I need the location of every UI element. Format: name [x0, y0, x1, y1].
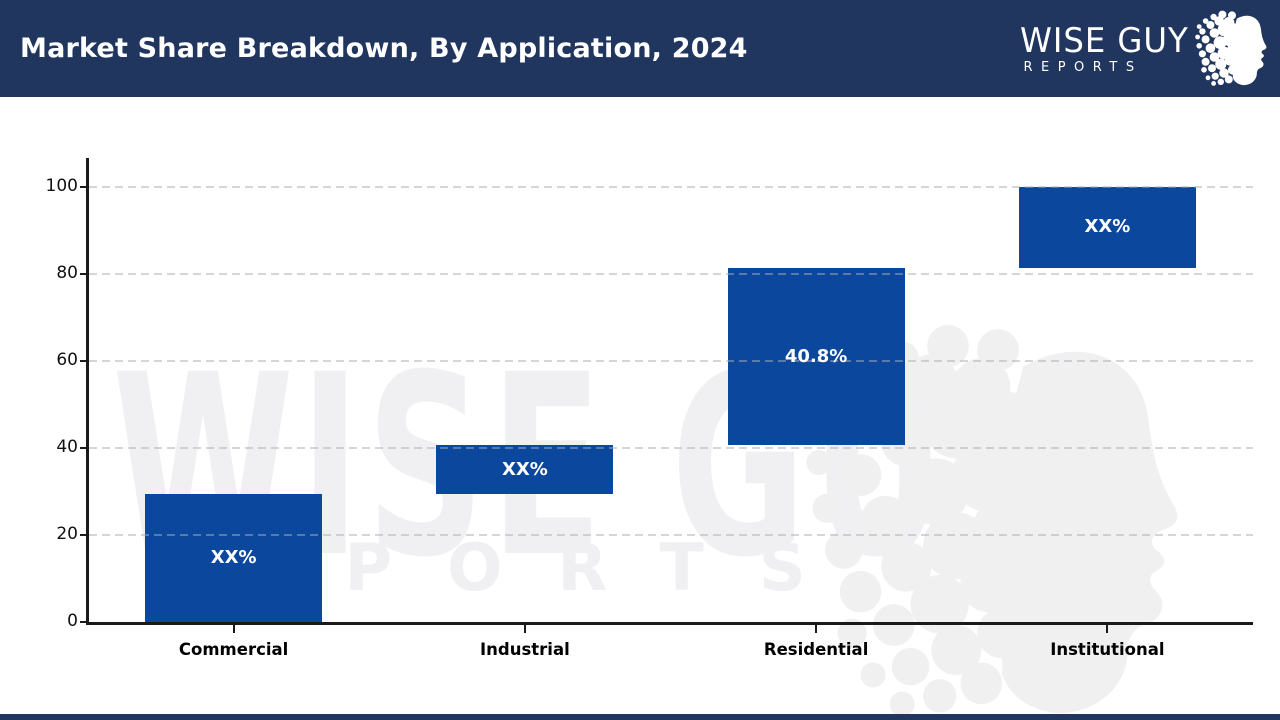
y-tick-label-0: 0: [67, 611, 78, 631]
y-tick-label-100: 100: [45, 176, 78, 196]
gridline-40: [89, 447, 1253, 449]
x-tick-mark-industrial: [523, 625, 526, 633]
gridline-100: [89, 186, 1253, 188]
x-axis-label-institutional: Institutional: [1050, 640, 1165, 659]
gridline-20: [89, 534, 1253, 536]
gridline-60: [89, 360, 1253, 362]
y-tick-label-40: 40: [56, 437, 78, 457]
x-axis-label-industrial: Industrial: [480, 640, 570, 659]
brand-subtitle: REPORTS: [1023, 60, 1143, 75]
page-title: Market Share Breakdown, By Application, …: [20, 33, 748, 64]
x-axis-line: [87, 622, 1253, 625]
y-tick-mark-100: [80, 186, 87, 188]
bar-value-label: XX%: [501, 458, 548, 480]
y-tick-mark-0: [80, 621, 87, 623]
header: Market Share Breakdown, By Application, …: [0, 0, 1280, 97]
gridline-80: [89, 273, 1253, 275]
y-tick-mark-20: [80, 534, 87, 536]
y-tick-label-60: 60: [56, 350, 78, 370]
y-tick-mark-60: [80, 360, 87, 362]
y-tick-mark-80: [80, 273, 87, 275]
bar-value-label: XX%: [1084, 216, 1131, 238]
x-tick-mark-residential: [815, 625, 818, 633]
bar-industrial: [436, 445, 614, 494]
x-axis-label-residential: Residential: [763, 640, 869, 659]
x-axis-label-commercial: Commercial: [178, 640, 289, 659]
brand-wordmark: WISE GUY: [1020, 21, 1190, 61]
footer-bar: [0, 714, 1280, 720]
brand-logo-text: WISE GUY REPORTS: [1020, 24, 1198, 74]
y-tick-label-20: 20: [56, 524, 78, 544]
chart-canvas: WISE GUY REPORTS 0 20 40 60 80 100 XX% Commerci…: [0, 97, 1280, 714]
bar-value-label: 40.8%: [784, 345, 848, 367]
bar-commercial: [145, 493, 323, 622]
y-axis-line: [86, 158, 89, 625]
brand-logo: WISE GUY REPORTS: [1020, 4, 1272, 94]
bar-value-label: XX%: [210, 546, 257, 568]
bar-residential: [727, 267, 905, 446]
y-tick-label-80: 80: [56, 263, 78, 283]
x-tick-mark-commercial: [232, 625, 235, 633]
wise-guy-head-icon: [1192, 7, 1272, 91]
bar-institutional: [1018, 187, 1196, 268]
x-tick-mark-institutional: [1106, 625, 1109, 633]
y-tick-mark-40: [80, 447, 87, 449]
